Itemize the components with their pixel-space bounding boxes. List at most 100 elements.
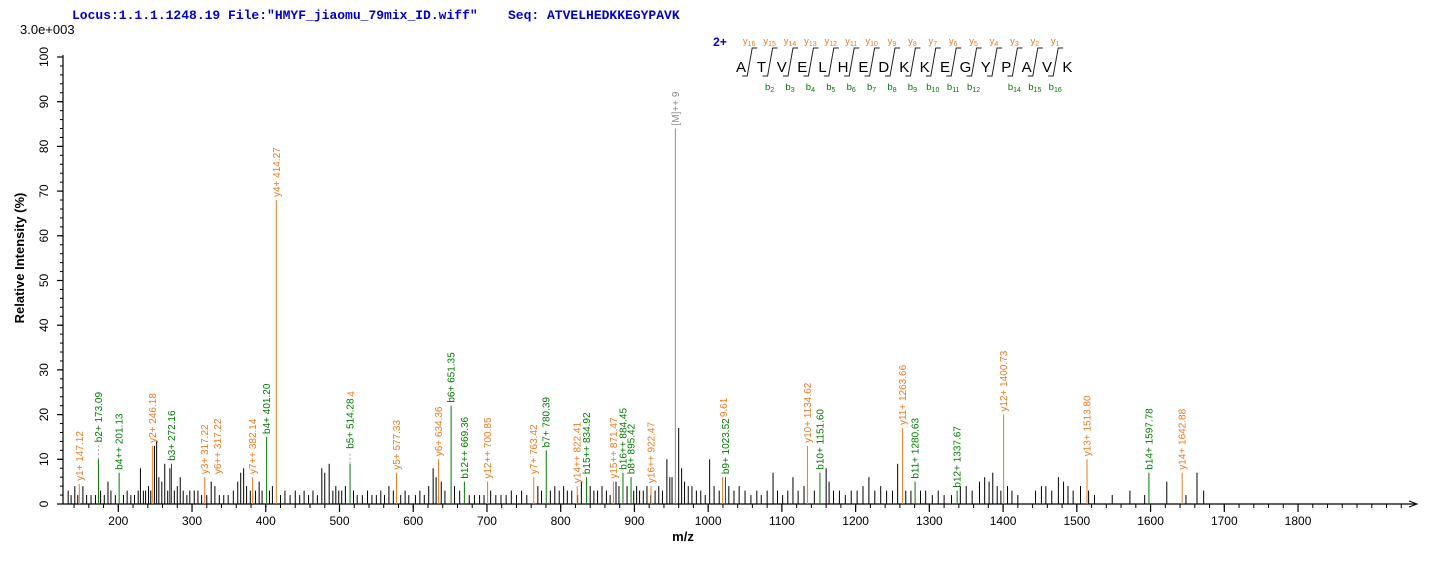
residue-letter: A bbox=[736, 59, 746, 76]
fragmentation-mark bbox=[864, 47, 880, 77]
locus-file-label: Locus:1.1.1.1248.19 File:"HMYF_jiaomu_79… bbox=[72, 8, 478, 23]
x-tick-label: 1400 bbox=[990, 514, 1017, 528]
y-tick-label: 60 bbox=[37, 229, 51, 243]
residue-letter: D bbox=[878, 59, 889, 76]
b-ion-label: b12 bbox=[967, 82, 980, 94]
y-tick-label: 30 bbox=[37, 363, 51, 377]
residue-letter: T bbox=[757, 59, 766, 76]
residue-letter: E bbox=[797, 59, 807, 76]
peak-label: b14+ 1597.78 bbox=[1144, 408, 1155, 470]
peak-label: b11+ 1280.63 bbox=[911, 418, 922, 479]
peak-label: [M]++ 9 bbox=[671, 91, 682, 125]
y-ion-label: y7 bbox=[928, 36, 937, 48]
y-tick-label: 50 bbox=[37, 274, 51, 288]
y-ion-label: y6 bbox=[949, 36, 958, 48]
b-ion-label: b10 bbox=[926, 82, 939, 94]
x-tick-label: 1300 bbox=[916, 514, 943, 528]
x-tick-label: 800 bbox=[551, 514, 571, 528]
peak-label: y5+ 577.33 bbox=[392, 420, 403, 470]
x-tick-label: 1600 bbox=[1137, 514, 1164, 528]
x-tick-label: 200 bbox=[108, 514, 128, 528]
residue-letter: E bbox=[858, 59, 868, 76]
residue-letter: V bbox=[1042, 59, 1052, 76]
y-axis-title: Relative Intensity (%) bbox=[12, 193, 27, 324]
b-ion-label: b2 bbox=[765, 82, 774, 94]
peak-label: y1+ 147.12 bbox=[75, 431, 86, 481]
y-tick-label: 40 bbox=[37, 318, 51, 332]
labeled-peaks: y1+ 147.12 b2+ 173.09 b4++ 201.13 y2+ 246.1… bbox=[75, 91, 1189, 504]
y-ion-label: y14 bbox=[784, 36, 797, 48]
x-tick-label: 1700 bbox=[1211, 514, 1238, 528]
peak-label: y10+ 1134.62 bbox=[803, 382, 814, 443]
peak-label: y14++ 822.41 bbox=[573, 422, 584, 484]
intensity-scale-label: 3.0e+003 bbox=[20, 22, 75, 37]
fragmentation-mark bbox=[925, 47, 941, 77]
b-ion-label: b9 bbox=[908, 82, 917, 94]
y-ion-label: y13 bbox=[804, 36, 817, 48]
y-ion-label: y12 bbox=[825, 36, 838, 48]
b-ion-label: b4 bbox=[806, 82, 815, 94]
peak-label: b12+ 1337.67 bbox=[953, 426, 964, 488]
y-axis: 0 10 20 30 40 50 60 70 80 90 100 Relative Intensity… bbox=[12, 47, 64, 507]
fragmentation-mark bbox=[823, 47, 839, 77]
residue-letter: Y bbox=[981, 59, 991, 76]
residue-letter: P bbox=[1001, 59, 1011, 76]
fragmentation-mark bbox=[762, 47, 778, 77]
y-ion-label: y9 bbox=[888, 36, 897, 48]
y-ion-label: y2 bbox=[1030, 36, 1039, 48]
peak-label: y7++ 382.14 bbox=[248, 418, 259, 474]
peak-label: y16++ 922.47 bbox=[646, 422, 657, 484]
y-ion-label: y15 bbox=[763, 36, 776, 48]
y-tick-label: 70 bbox=[37, 184, 51, 198]
b-ion-label: b8 bbox=[887, 82, 896, 94]
peak-label: b5+ 514.28 bbox=[346, 398, 357, 449]
peak-label: 4 bbox=[347, 391, 358, 397]
peak-label: y11+ 1263.66 bbox=[898, 364, 909, 425]
fragmentation-mark bbox=[742, 47, 758, 77]
x-tick-label: 1800 bbox=[1285, 514, 1312, 528]
peak-label: b8+ 895.42 bbox=[627, 423, 638, 474]
sequence-header-label: Seq: ATVELHEDKKEGYPAVK bbox=[508, 8, 680, 23]
y-tick-label: 100 bbox=[37, 47, 51, 67]
peak-label: b6+ 651.35 bbox=[447, 352, 458, 403]
b-ion-label: b6 bbox=[847, 82, 856, 94]
x-tick-label: 400 bbox=[256, 514, 276, 528]
peak-label: y6++ 317.22 bbox=[213, 418, 224, 474]
peak-label: y14+ 1642.88 bbox=[1178, 408, 1189, 469]
peak-label: y15++ 871.47 bbox=[609, 417, 620, 479]
fragmentation-mark bbox=[1048, 47, 1064, 77]
peak-label: y12+ 1400.73 bbox=[999, 350, 1010, 411]
y-tick-label: 80 bbox=[37, 139, 51, 153]
fragmentation-mark bbox=[987, 47, 1002, 77]
x-tick-label: 500 bbox=[329, 514, 349, 528]
b-ion-label: b3 bbox=[785, 82, 794, 94]
x-tick-label: 300 bbox=[182, 514, 202, 528]
y-tick-label: 0 bbox=[37, 500, 51, 507]
precursor-charge-label: 2+ bbox=[713, 35, 727, 49]
peak-label: b15++ 834.92 bbox=[582, 412, 593, 474]
y-ion-label: y3 bbox=[1010, 36, 1019, 48]
fragmentation-mark bbox=[966, 47, 982, 77]
y-ion-label: y11 bbox=[845, 36, 857, 48]
x-axis-title: m/z bbox=[672, 529, 694, 544]
x-tick-label: 900 bbox=[624, 514, 644, 528]
peak-label: b4+ 401.20 bbox=[262, 383, 273, 434]
unlabeled-peaks bbox=[67, 428, 1205, 504]
peak-label: y7+ 763.42 bbox=[529, 424, 540, 474]
fragmentation-mark bbox=[783, 47, 798, 77]
residue-letter: L bbox=[818, 59, 826, 76]
peak-label: y3+ 317.22 bbox=[200, 424, 211, 474]
fragmentation-mark bbox=[885, 47, 900, 77]
y-ion-label: y16 bbox=[743, 36, 756, 48]
fragmentation-mark bbox=[844, 47, 860, 77]
residue-letter: A bbox=[1022, 59, 1032, 76]
y-tick-label: 20 bbox=[37, 408, 51, 422]
peak-label: b16++ 884.45 bbox=[618, 408, 629, 470]
peak-label: y4+ 414.27 bbox=[272, 147, 283, 197]
peak-label: y12++ 700.85 bbox=[483, 417, 494, 479]
residue-letter: G bbox=[960, 59, 972, 76]
fragmentation-mark bbox=[803, 47, 819, 77]
